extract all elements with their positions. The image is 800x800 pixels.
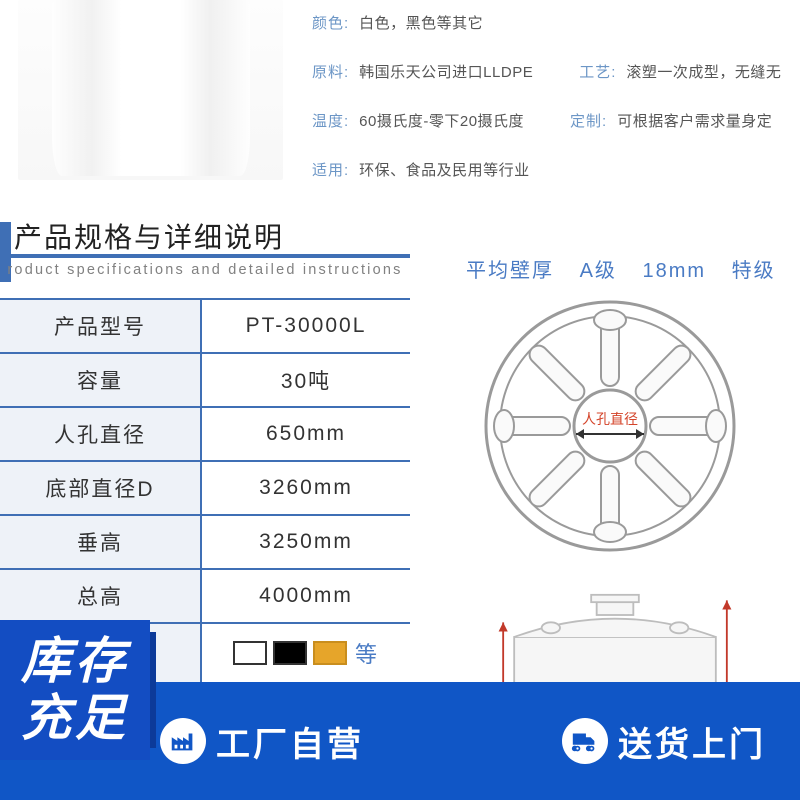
swatch-white [233,641,267,665]
swatch-yellow [313,641,347,665]
banner-item-delivery: 送货上门 [562,717,766,766]
section-title-en: roduct specifications and detailed instr… [0,254,410,278]
table-row: 底部直径D 3260mm [0,462,410,516]
spec-value: 3260mm [202,462,410,514]
spec-value: 3250mm [202,516,410,568]
spec-value: 30吨 [202,354,410,406]
attr-value: 白色，黑色等其它 [359,12,483,33]
attr-label: 定制: [570,110,607,131]
product-photo [18,0,283,180]
wall-thickness-line: 平均壁厚 A级 18mm 特级 21mm [466,254,800,283]
badge-line2: 充足 [21,690,129,748]
attr-row: 适用: 环保、食品及民用等行业 [312,147,800,196]
wall-thickness-label: 平均壁厚 [466,260,554,282]
spec-label: 产品型号 [0,300,202,352]
attr-row: 温度: 60摄氏度-零下20摄氏度 定制: 可根据客户需求量身定 [312,98,800,147]
top-region: 颜色: 白色，黑色等其它 原料: 韩国乐天公司进口LLDPE 工艺: 滚塑一次成… [0,0,800,210]
attr-row: 颜色: 白色，黑色等其它 [312,0,800,49]
attr-value: 韩国乐天公司进口LLDPE [359,61,533,82]
spec-value: 4000mm [202,570,410,622]
spec-label: 总高 [0,570,202,622]
spec-label: 人孔直径 [0,408,202,460]
banner-text-delivery: 送货上门 [618,717,766,766]
section-title-zh: 产品规格与详细说明 [14,216,284,256]
top-view-svg: 人孔直径 [480,296,740,556]
badge-line1: 库存 [21,633,129,691]
truck-icon [562,718,608,764]
attr-label: 原料: [312,61,349,82]
page-root: 颜色: 白色，黑色等其它 原料: 韩国乐天公司进口LLDPE 工艺: 滚塑一次成… [0,0,800,800]
tank-side-view [490,582,740,692]
stock-badge: 库存 充足 [0,620,150,760]
attr-pair-process: 工艺: 滚塑一次成型，无缝无 [579,61,781,82]
grade-a-label: A级 [580,260,617,282]
table-row: 垂高 3250mm [0,516,410,570]
table-row: 总高 4000mm [0,570,410,624]
attr-pair-color: 颜色: 白色，黑色等其它 [312,12,483,33]
grade-s-label: 特级 [732,260,776,282]
attr-value: 环保、食品及民用等行业 [359,159,530,180]
swatch-black [273,641,307,665]
attr-value: 60摄氏度-零下20摄氏度 [359,110,524,131]
banner-text-factory: 工厂自营 [216,717,364,766]
attr-pair-custom: 定制: 可根据客户需求量身定 [570,110,772,131]
attr-value: 可根据客户需求量身定 [617,110,772,131]
attr-pair-temperature: 温度: 60摄氏度-零下20摄氏度 [312,110,524,131]
spec-label: 容量 [0,354,202,406]
banner-item-factory: 工厂自营 [160,717,364,766]
spec-value: PT-30000L [202,300,410,352]
table-row: 产品型号 PT-30000L [0,300,410,354]
factory-icon [160,718,206,764]
attr-pair-application: 适用: 环保、食品及民用等行业 [312,159,530,180]
diagram-area: 平均壁厚 A级 18mm 特级 21mm [430,230,800,682]
swatch-etc-text: 等 [355,637,379,669]
attr-label: 工艺: [579,61,616,82]
spec-value: 650mm [202,408,410,460]
attr-value: 滚塑一次成型，无缝无 [626,61,781,82]
manhole-label: 人孔直径 [582,411,638,427]
tank-top-view: 人孔直径 [480,296,740,556]
grade-a-value: 18mm [642,260,706,282]
table-row: 人孔直径 650mm [0,408,410,462]
attr-row: 原料: 韩国乐天公司进口LLDPE 工艺: 滚塑一次成型，无缝无 [312,49,800,98]
attr-pair-material: 原料: 韩国乐天公司进口LLDPE [312,61,533,82]
attr-label: 适用: [312,159,349,180]
table-row: 容量 30吨 [0,354,410,408]
color-swatch-group: 等 [233,637,379,669]
attr-label: 温度: [312,110,349,131]
side-view-svg [490,582,740,692]
attr-label: 颜色: [312,12,349,33]
spec-color-swatches: 等 [202,624,410,682]
attributes-block: 颜色: 白色，黑色等其它 原料: 韩国乐天公司进口LLDPE 工艺: 滚塑一次成… [312,0,800,196]
spec-label: 底部直径D [0,462,202,514]
spec-label: 垂高 [0,516,202,568]
